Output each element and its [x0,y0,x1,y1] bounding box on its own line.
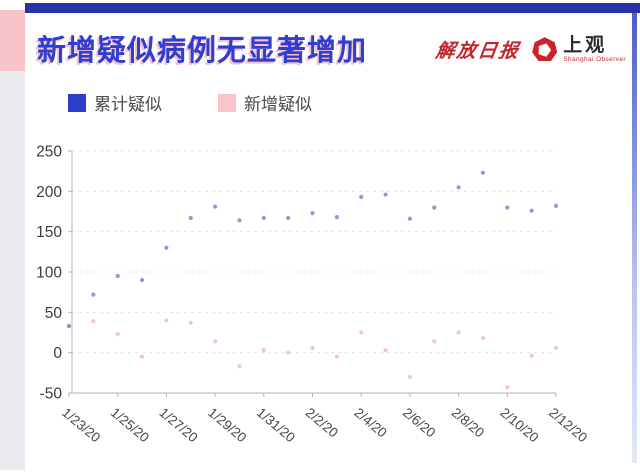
shobserver-cn-label: 上观 [563,35,608,56]
left-gray-strip [0,0,25,470]
dot-new-2/1/20 [286,350,291,355]
dot-new-2/11/20 [529,353,534,358]
x-tick-label-2/10/20: 2/10/20 [497,405,541,445]
dot-cumulative-2/5/20 [383,192,388,197]
dot-cumulative-2/6/20 [407,216,412,221]
dot-new-1/26/20 [139,354,145,359]
dot-cumulative-2/11/20 [529,208,534,213]
x-tick-label-2/2/20: 2/2/20 [303,405,341,441]
dot-cumulative-1/31/20 [261,215,266,221]
shobserver-en-label: Shanghai Observer [563,56,626,63]
dot-new-1/31/20 [261,348,266,353]
brand-logos: 解放日报 上观 Shanghai Observer [434,36,626,64]
dot-new-2/4/20 [359,330,364,335]
chart-legend: 累计疑似 新增疑似 [68,90,312,115]
dot-new-1/27/20 [164,318,169,323]
y-tick-label-150: 150 [36,224,62,241]
dot-cumulative-2/7/20 [432,205,437,210]
left-strip-top-gap [0,0,25,10]
legend-label-new: 新增疑似 [244,95,312,114]
dot-cumulative-1/27/20 [164,245,169,250]
dot-new-2/3/20 [334,354,339,359]
x-tick-label-1/25/20: 1/25/20 [108,405,152,445]
dot-cumulative-1/25/20 [115,273,120,279]
x-tick-label-2/6/20: 2/6/20 [400,405,438,441]
dot-cumulative-2/4/20 [359,194,364,200]
jiefang-daily-logo: 解放日报 [434,41,522,63]
dot-cumulative-2/1/20 [286,215,291,221]
y-tick-label--50: -50 [40,386,63,403]
dot-cumulative-1/29/20 [213,204,218,209]
x-tick-label-1/29/20: 1/29/20 [205,405,249,445]
dot-new-2/7/20 [432,339,437,344]
y-tick-label-100: 100 [36,265,62,282]
dot-cumulative-1/23/20 [66,323,72,329]
dot-new-2/6/20 [407,374,412,379]
page-title: 新增疑似病例无显著增加 [37,35,368,67]
x-tick-label-1/27/20: 1/27/20 [156,405,200,445]
legend-label-cumulative: 累计疑似 [94,95,162,114]
dot-new-1/30/20 [237,364,242,369]
x-tick-label-1/23/20: 1/23/20 [59,405,103,445]
dot-new-2/8/20 [456,330,461,335]
right-blue-strip [632,13,637,463]
y-tick-label-50: 50 [45,305,63,322]
dot-new-1/24/20 [91,319,96,324]
dot-new-2/2/20 [310,345,315,350]
y-tick-label-250: 250 [36,144,62,161]
legend-item-new: 新增疑似 [218,90,312,115]
shobserver-wordmark: 上观 Shanghai Observer [563,36,626,64]
dot-cumulative-2/8/20 [456,185,461,190]
dot-cumulative-2/2/20 [310,211,315,216]
legend-item-cumulative: 累计疑似 [68,90,162,115]
dot-cumulative-2/10/20 [505,205,510,210]
legend-swatch-new [218,93,236,112]
dot-cumulative-2/9/20 [480,170,486,175]
shobserver-flower-icon [532,37,558,62]
pink-accent-block [0,10,25,71]
x-tick-label-2/4/20: 2/4/20 [351,405,389,441]
x-tick-label-2/8/20: 2/8/20 [449,405,487,441]
dot-new-1/29/20 [213,339,218,344]
dot-cumulative-1/28/20 [188,215,193,221]
dot-cumulative-2/12/20 [553,203,559,208]
dot-new-2/5/20 [383,348,388,353]
dot-cumulative-1/30/20 [237,218,242,223]
x-tick-label-1/31/20: 1/31/20 [254,405,298,445]
shobserver-logo: 上观 Shanghai Observer [532,36,626,64]
dot-new-1/28/20 [188,320,193,325]
top-navy-bar [25,3,640,13]
dot-new-1/25/20 [115,332,120,337]
y-tick-label-0: 0 [53,345,62,362]
legend-swatch-cumulative [68,93,86,112]
x-tick-label-2/12/20: 2/12/20 [546,405,590,445]
dot-cumulative-2/3/20 [334,215,339,220]
dot-cumulative-1/24/20 [91,292,96,297]
chart-area: -50 0 50 100 150 200 250 1/23/20 1/25/20 1/27/20 1… [0,120,640,470]
dot-new-2/9/20 [480,336,486,341]
dot-cumulative-1/26/20 [139,277,145,283]
y-tick-label-200: 200 [36,184,62,201]
dot-new-2/12/20 [553,345,559,350]
dot-new-2/10/20 [505,385,510,390]
